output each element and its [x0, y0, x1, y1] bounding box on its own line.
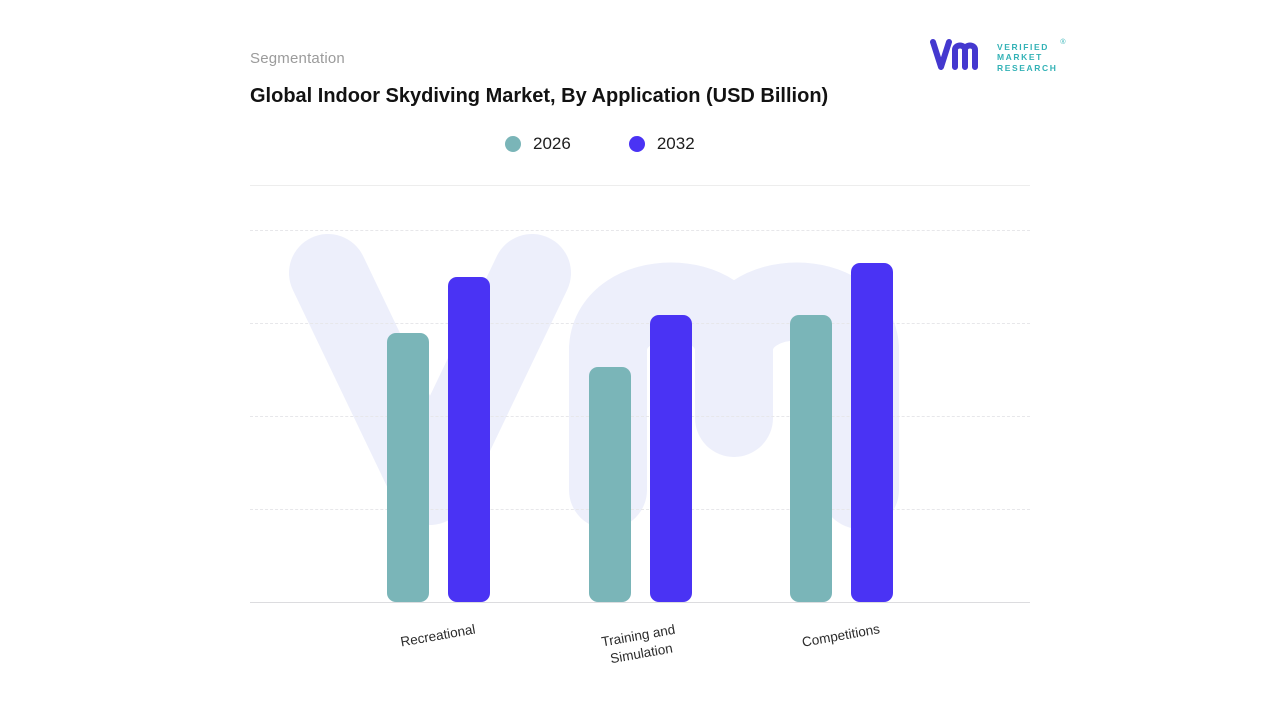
chart-legend: 2026 2032: [505, 134, 695, 154]
legend-label: 2026: [533, 134, 571, 153]
gridline: [250, 509, 1030, 510]
brand-line-3: RESEARCH: [997, 62, 1058, 73]
brand-text: VERIFIED MARKET RESEARCH ®: [997, 39, 1066, 74]
x-axis-label: Competitions: [800, 621, 881, 650]
bar-chart: Recreational Training and Simulation Compe…: [250, 230, 1030, 666]
legend-dot: [628, 136, 645, 152]
x-axis-label: Training and Simulation: [600, 621, 677, 667]
x-axis-label: Recreational: [399, 621, 477, 650]
legend-item-2026[interactable]: 2026: [505, 134, 571, 154]
bar-competitions-2032[interactable]: [850, 263, 893, 602]
bar-training-and-simulation-2026[interactable]: [588, 367, 631, 602]
x-axis-labels: Recreational Training and Simulation Compe…: [250, 603, 1030, 683]
vmr-logo-icon: [930, 38, 988, 77]
gridline: [250, 230, 1030, 231]
segmentation-label: Segmentation: [250, 50, 345, 67]
gridline: [250, 416, 1030, 417]
x-axis-line: [250, 602, 1030, 603]
bar-recreational-2032[interactable]: [447, 277, 490, 602]
brand-logo: VERIFIED MARKET RESEARCH ®: [930, 38, 1066, 77]
divider-line: [250, 185, 1030, 186]
bars-layer: [250, 230, 1030, 603]
legend-item-2032[interactable]: 2032: [628, 134, 695, 154]
brand-line-1: VERIFIED: [997, 41, 1050, 52]
registered-trademark: ®: [1060, 38, 1066, 46]
legend-label: 2032: [656, 134, 695, 153]
legend-dot: [505, 136, 521, 152]
chart-title: Global Indoor Skydiving Market, By Appli…: [250, 85, 829, 107]
bar-training-and-simulation-2032[interactable]: [649, 315, 692, 602]
gridline: [250, 323, 1030, 324]
bar-competitions-2026[interactable]: [789, 315, 832, 602]
bar-recreational-2026[interactable]: [386, 333, 429, 602]
brand-line-2: MARKET: [997, 52, 1043, 63]
